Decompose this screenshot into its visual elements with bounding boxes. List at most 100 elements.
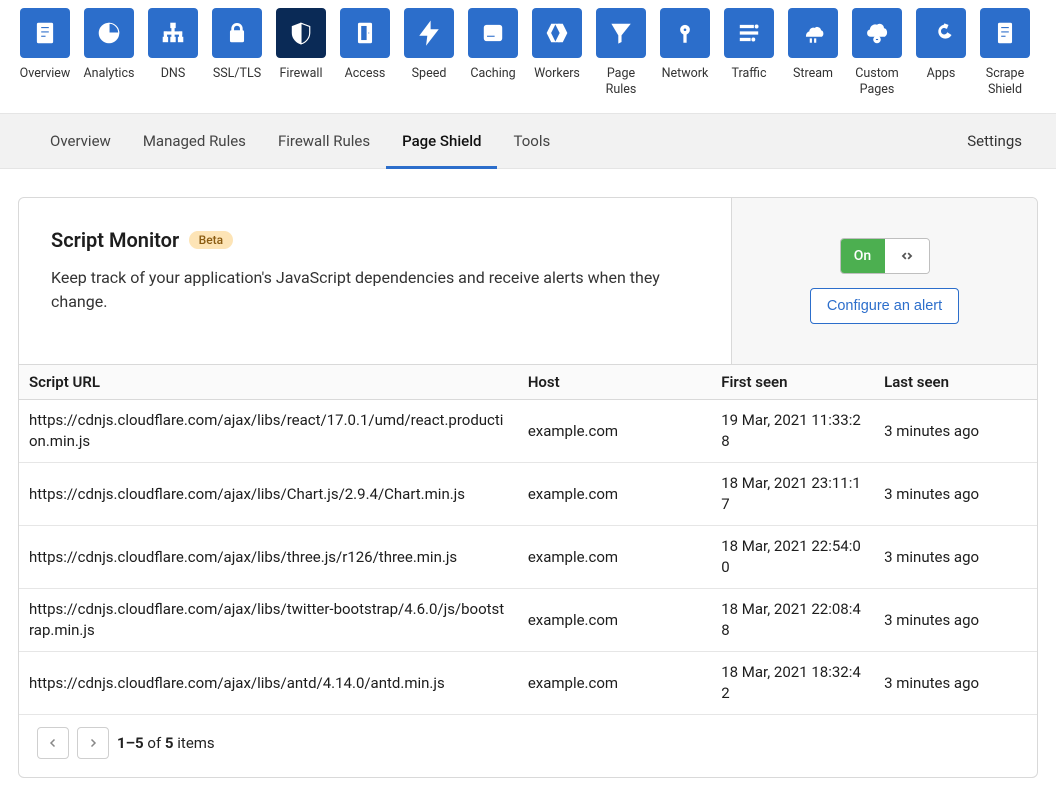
pagination-text: 1–5 of 5 items bbox=[117, 734, 215, 752]
nav-label: DNS bbox=[144, 66, 202, 82]
table-row: https://cdnjs.cloudflare.com/ajax/libs/a… bbox=[19, 652, 1037, 715]
network-icon bbox=[660, 8, 710, 58]
firewall-icon bbox=[276, 8, 326, 58]
col-first-seen: First seen bbox=[711, 365, 874, 400]
analytics-icon bbox=[84, 8, 134, 58]
table-row: https://cdnjs.cloudflare.com/ajax/libs/t… bbox=[19, 526, 1037, 589]
cell-url: https://cdnjs.cloudflare.com/ajax/libs/t… bbox=[19, 589, 518, 652]
cell-first: 18 Mar, 2021 22:08:48 bbox=[711, 589, 874, 652]
pagination-of: of bbox=[147, 734, 161, 752]
nav-item-apps[interactable]: Apps bbox=[916, 8, 966, 97]
nav-item-stream[interactable]: Stream bbox=[788, 8, 838, 97]
traffic-icon bbox=[724, 8, 774, 58]
dns-icon bbox=[148, 8, 198, 58]
pagerules-icon bbox=[596, 8, 646, 58]
scripts-table: Script URL Host First seen Last seen htt… bbox=[19, 364, 1037, 714]
nav-label: Analytics bbox=[80, 66, 138, 82]
tab-firewall-rules[interactable]: Firewall Rules bbox=[262, 114, 386, 168]
nav-item-access[interactable]: Access bbox=[340, 8, 390, 97]
nav-item-firewall[interactable]: Firewall bbox=[276, 8, 326, 97]
nav-label: Custom Pages bbox=[848, 66, 906, 97]
tab-overview[interactable]: Overview bbox=[34, 114, 127, 168]
cell-url: https://cdnjs.cloudflare.com/ajax/libs/r… bbox=[19, 400, 518, 463]
nav-item-analytics[interactable]: Analytics bbox=[84, 8, 134, 97]
access-icon bbox=[340, 8, 390, 58]
nav-item-speed[interactable]: Speed bbox=[404, 8, 454, 97]
cell-first: 18 Mar, 2021 23:11:17 bbox=[711, 463, 874, 526]
beta-badge: Beta bbox=[189, 231, 233, 249]
top-nav: Overview Analytics DNS SSL/TLS Firewall Acces… bbox=[0, 0, 1056, 113]
nav-item-scrapeshield[interactable]: Scrape Shield bbox=[980, 8, 1030, 97]
nav-item-overview[interactable]: Overview bbox=[20, 8, 70, 97]
cell-host: example.com bbox=[518, 652, 711, 715]
cell-url: https://cdnjs.cloudflare.com/ajax/libs/t… bbox=[19, 526, 518, 589]
table-row: https://cdnjs.cloudflare.com/ajax/libs/t… bbox=[19, 589, 1037, 652]
workers-icon bbox=[532, 8, 582, 58]
cell-host: example.com bbox=[518, 526, 711, 589]
nav-label: Page Rules bbox=[592, 66, 650, 97]
nav-label: Overview bbox=[16, 66, 74, 82]
tab-tools[interactable]: Tools bbox=[497, 114, 566, 168]
cell-first: 19 Mar, 2021 11:33:28 bbox=[711, 400, 874, 463]
cell-host: example.com bbox=[518, 463, 711, 526]
speed-icon bbox=[404, 8, 454, 58]
cell-last: 3 minutes ago bbox=[874, 652, 1037, 715]
nav-label: Traffic bbox=[720, 66, 778, 82]
toggle-off-icon bbox=[885, 239, 929, 273]
nav-item-ssl[interactable]: SSL/TLS bbox=[212, 8, 262, 97]
nav-item-workers[interactable]: Workers bbox=[532, 8, 582, 97]
col-last-seen: Last seen bbox=[874, 365, 1037, 400]
configure-alert-button[interactable]: Configure an alert bbox=[810, 288, 959, 324]
cell-url: https://cdnjs.cloudflare.com/ajax/libs/C… bbox=[19, 463, 518, 526]
table-row: https://cdnjs.cloudflare.com/ajax/libs/r… bbox=[19, 400, 1037, 463]
ssl-icon bbox=[212, 8, 262, 58]
cell-last: 3 minutes ago bbox=[874, 463, 1037, 526]
toggle-on-label: On bbox=[841, 239, 885, 273]
cell-last: 3 minutes ago bbox=[874, 400, 1037, 463]
scrapeshield-icon bbox=[980, 8, 1030, 58]
nav-item-network[interactable]: Network bbox=[660, 8, 710, 97]
apps-icon bbox=[916, 8, 966, 58]
nav-item-pagerules[interactable]: Page Rules bbox=[596, 8, 646, 97]
nav-label: Stream bbox=[784, 66, 842, 82]
nav-label: SSL/TLS bbox=[208, 66, 266, 82]
panel-description-area: Script Monitor Beta Keep track of your a… bbox=[19, 198, 732, 364]
cell-last: 3 minutes ago bbox=[874, 589, 1037, 652]
panel-controls: On Configure an alert bbox=[732, 198, 1037, 364]
col-host: Host bbox=[518, 365, 711, 400]
table-row: https://cdnjs.cloudflare.com/ajax/libs/C… bbox=[19, 463, 1037, 526]
pagination-total: 5 bbox=[165, 734, 174, 752]
prev-page-button[interactable] bbox=[37, 727, 69, 759]
sub-tabs: OverviewManaged RulesFirewall RulesPage … bbox=[0, 113, 1056, 169]
cell-last: 3 minutes ago bbox=[874, 526, 1037, 589]
nav-label: Apps bbox=[912, 66, 970, 82]
nav-label: Firewall bbox=[272, 66, 330, 82]
col-script-url: Script URL bbox=[19, 365, 518, 400]
cell-host: example.com bbox=[518, 400, 711, 463]
nav-label: Access bbox=[336, 66, 394, 82]
next-page-button[interactable] bbox=[77, 727, 109, 759]
nav-label: Speed bbox=[400, 66, 458, 82]
nav-item-traffic[interactable]: Traffic bbox=[724, 8, 774, 97]
settings-link[interactable]: Settings bbox=[967, 114, 1022, 168]
panel-description: Keep track of your application's JavaScr… bbox=[51, 266, 681, 314]
nav-label: Network bbox=[656, 66, 714, 82]
nav-item-dns[interactable]: DNS bbox=[148, 8, 198, 97]
nav-label: Scrape Shield bbox=[976, 66, 1034, 97]
overview-icon bbox=[20, 8, 70, 58]
table-header-row: Script URL Host First seen Last seen bbox=[19, 365, 1037, 400]
tab-managed-rules[interactable]: Managed Rules bbox=[127, 114, 262, 168]
nav-label: Workers bbox=[528, 66, 586, 82]
nav-item-caching[interactable]: Caching bbox=[468, 8, 518, 97]
cell-url: https://cdnjs.cloudflare.com/ajax/libs/a… bbox=[19, 652, 518, 715]
nav-label: Caching bbox=[464, 66, 522, 82]
cell-first: 18 Mar, 2021 22:54:00 bbox=[711, 526, 874, 589]
script-monitor-panel: Script Monitor Beta Keep track of your a… bbox=[18, 197, 1038, 778]
nav-item-custompages[interactable]: Custom Pages bbox=[852, 8, 902, 97]
pagination-range: 1–5 bbox=[117, 734, 144, 752]
pagination: 1–5 of 5 items bbox=[19, 714, 1037, 777]
cell-first: 18 Mar, 2021 18:32:42 bbox=[711, 652, 874, 715]
panel-title: Script Monitor bbox=[51, 228, 179, 252]
tab-page-shield[interactable]: Page Shield bbox=[386, 114, 497, 168]
monitor-toggle[interactable]: On bbox=[840, 238, 930, 274]
